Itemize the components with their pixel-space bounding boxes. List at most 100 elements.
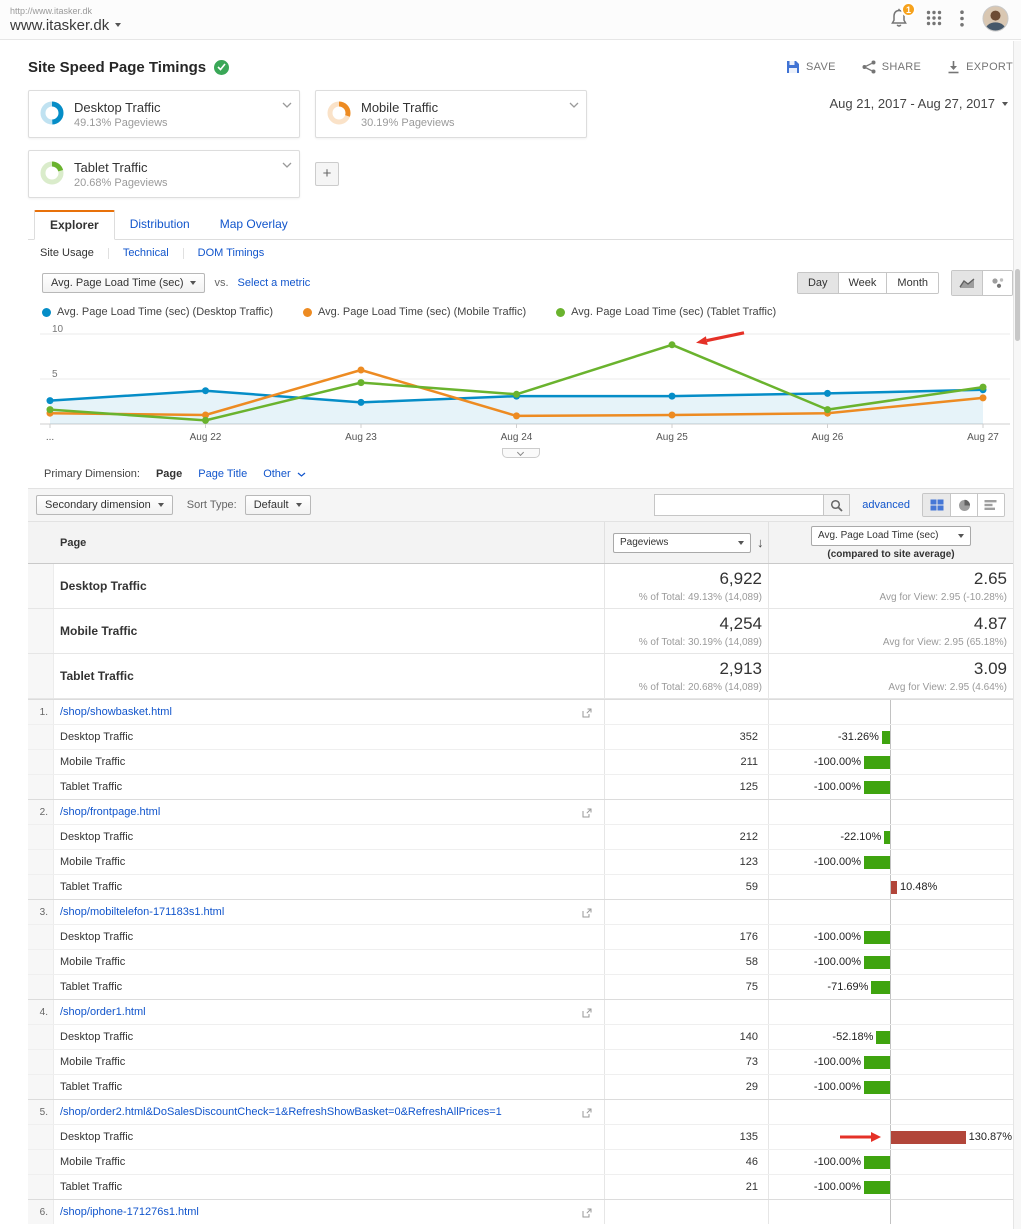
pageviews-column-select[interactable]: Pageviews bbox=[613, 532, 751, 553]
segment-row-label: Tablet Traffic bbox=[60, 981, 123, 993]
summary-segment-label: Mobile Traffic bbox=[60, 624, 138, 638]
granularity-day-button[interactable]: Day bbox=[797, 273, 838, 293]
secondary-dimension-button[interactable]: Secondary dimension bbox=[36, 495, 173, 515]
row-number: 5. bbox=[28, 1100, 54, 1124]
avatar-image bbox=[982, 4, 1009, 32]
legend-dot-icon bbox=[303, 307, 313, 317]
page-url-link[interactable]: /shop/frontpage.html bbox=[60, 806, 161, 818]
page-url-link[interactable]: /shop/mobiltelefon-171183s1.html bbox=[60, 906, 225, 918]
dimension-page-title[interactable]: Page Title bbox=[198, 468, 248, 480]
bar-axis-line bbox=[890, 750, 891, 774]
segment-row: Desktop Traffic 140 -52.18% bbox=[28, 1024, 1013, 1049]
apps-grid-button[interactable] bbox=[926, 10, 942, 29]
page-url-link[interactable]: /shop/order1.html bbox=[60, 1006, 146, 1018]
account-switcher[interactable]: http://www.itasker.dk www.itasker.dk bbox=[10, 6, 122, 34]
segment-row-label: Desktop Traffic bbox=[60, 1131, 134, 1143]
granularity-week-button[interactable]: Week bbox=[837, 273, 887, 293]
table-view-toggle bbox=[922, 493, 1005, 517]
performance-view-button[interactable] bbox=[977, 494, 1004, 516]
segment-row-label: Desktop Traffic bbox=[60, 731, 134, 743]
negative-delta-bar bbox=[864, 855, 890, 869]
metric-select[interactable]: Avg. Page Load Time (sec) bbox=[42, 273, 206, 293]
negative-delta-bar bbox=[864, 1080, 890, 1094]
scrollbar-thumb[interactable] bbox=[1015, 269, 1020, 341]
row-number-gutter bbox=[28, 775, 54, 799]
motion-chart-view-button[interactable] bbox=[982, 271, 1012, 295]
timeline-chart[interactable]: 5 10... Aug 22 Aug 23 Aug 24 Aug 25 Aug 26 Aug … bbox=[28, 324, 1013, 450]
select-metric-link[interactable]: Select a metric bbox=[237, 277, 311, 289]
summary-row: Desktop Traffic 6,922 % of Total: 49.13% (… bbox=[28, 564, 1013, 609]
subtab-technical[interactable]: Technical bbox=[122, 247, 169, 259]
open-in-new-icon[interactable] bbox=[582, 1107, 592, 1121]
sort-type-button[interactable]: Default bbox=[244, 495, 311, 515]
vertical-scrollbar[interactable] bbox=[1013, 41, 1021, 1229]
page-url-link[interactable]: /shop/iphone-171276s1.html bbox=[60, 1206, 199, 1218]
sort-descending-icon[interactable]: ↓ bbox=[757, 535, 764, 550]
page-row: 1. /shop/showbasket.html bbox=[28, 699, 1013, 724]
page-row: 4. /shop/order1.html bbox=[28, 999, 1013, 1024]
legend-item-mobile[interactable]: Avg. Page Load Time (sec) (Mobile Traffi… bbox=[303, 306, 526, 318]
avatar[interactable] bbox=[982, 4, 1009, 35]
summary-load-time-value: 3.09 bbox=[973, 659, 1007, 678]
line-chart-view-button[interactable] bbox=[952, 271, 982, 295]
dimension-other[interactable]: Other bbox=[263, 468, 306, 480]
chart-type-toggle bbox=[951, 270, 1013, 296]
table-search-button[interactable] bbox=[824, 494, 851, 516]
chevron-down-icon[interactable] bbox=[569, 97, 579, 111]
page-url-link[interactable]: /shop/showbasket.html bbox=[60, 706, 172, 718]
data-table-view-button[interactable] bbox=[923, 494, 950, 516]
subtab-site-usage[interactable]: Site Usage bbox=[40, 247, 94, 259]
load-time-column-subtext: (compared to site average) bbox=[827, 548, 955, 560]
percentage-view-button[interactable] bbox=[950, 494, 977, 516]
segments-area: Aug 21, 2017 - Aug 27, 2017 Desktop Traf… bbox=[28, 90, 1013, 198]
summary-load-time-subtext: Avg for View: 2.95 (4.64%) bbox=[888, 682, 1007, 693]
segment-card-desktop[interactable]: Desktop Traffic 49.13% Pageviews bbox=[28, 90, 300, 138]
bar-axis-line bbox=[890, 725, 891, 749]
tab-explorer[interactable]: Explorer bbox=[34, 210, 115, 240]
tab-map-overlay[interactable]: Map Overlay bbox=[219, 217, 288, 231]
legend-dot-icon bbox=[556, 307, 566, 317]
open-in-new-icon[interactable] bbox=[582, 707, 592, 721]
row-number-gutter bbox=[28, 875, 54, 899]
chevron-down-icon[interactable] bbox=[282, 157, 292, 171]
negative-delta-bar bbox=[864, 1055, 890, 1069]
page-url-link[interactable]: /shop/order2.html&DoSalesDiscountCheck=1… bbox=[60, 1106, 502, 1118]
tab-distribution[interactable]: Distribution bbox=[129, 217, 190, 231]
column-header-page[interactable]: Page bbox=[60, 536, 87, 549]
segment-donut-icon bbox=[39, 160, 65, 189]
granularity-month-button[interactable]: Month bbox=[886, 273, 938, 293]
delta-bar-cell: -100.00% bbox=[768, 750, 1013, 774]
date-range-picker[interactable]: Aug 21, 2017 - Aug 27, 2017 bbox=[829, 96, 1008, 111]
segment-card-mobile[interactable]: Mobile Traffic 30.19% Pageviews bbox=[315, 90, 587, 138]
chart-legend: Avg. Page Load Time (sec) (Desktop Traff… bbox=[28, 304, 1013, 320]
negative-delta-bar bbox=[864, 930, 890, 944]
advanced-search-link[interactable]: advanced bbox=[862, 499, 910, 511]
bar-axis-line bbox=[890, 700, 891, 724]
open-in-new-icon[interactable] bbox=[582, 1007, 592, 1021]
chevron-down-icon[interactable] bbox=[282, 97, 292, 111]
legend-item-tablet[interactable]: Avg. Page Load Time (sec) (Tablet Traffi… bbox=[556, 306, 776, 318]
row-number: 2. bbox=[28, 800, 54, 824]
add-segment-button[interactable]: + bbox=[315, 162, 339, 186]
open-in-new-icon[interactable] bbox=[582, 907, 592, 921]
overflow-menu-button[interactable] bbox=[960, 9, 964, 30]
negative-delta-bar bbox=[871, 980, 890, 994]
delta-bar-cell: -100.00% bbox=[768, 1150, 1013, 1174]
subtab-dom-timings[interactable]: DOM Timings bbox=[197, 247, 265, 259]
segment-row-label: Mobile Traffic bbox=[60, 956, 126, 968]
load-time-column-select[interactable]: Avg. Page Load Time (sec) bbox=[811, 525, 971, 546]
negative-delta-bar bbox=[864, 1180, 890, 1194]
chart-collapse-handle[interactable] bbox=[501, 448, 540, 458]
share-button[interactable]: SHARE bbox=[862, 60, 921, 74]
segment-row-label: Desktop Traffic bbox=[60, 831, 134, 843]
dimension-page[interactable]: Page bbox=[155, 468, 183, 480]
save-button[interactable]: SAVE bbox=[786, 60, 836, 74]
legend-item-desktop[interactable]: Avg. Page Load Time (sec) (Desktop Traff… bbox=[42, 306, 273, 318]
segment-card-tablet[interactable]: Tablet Traffic 20.68% Pageviews bbox=[28, 150, 300, 198]
share-label: SHARE bbox=[881, 61, 922, 73]
table-search-input[interactable] bbox=[654, 494, 825, 516]
notifications-button[interactable]: 1 bbox=[890, 2, 916, 31]
open-in-new-icon[interactable] bbox=[582, 1207, 592, 1221]
export-button[interactable]: EXPORT bbox=[947, 60, 1013, 74]
open-in-new-icon[interactable] bbox=[582, 807, 592, 821]
